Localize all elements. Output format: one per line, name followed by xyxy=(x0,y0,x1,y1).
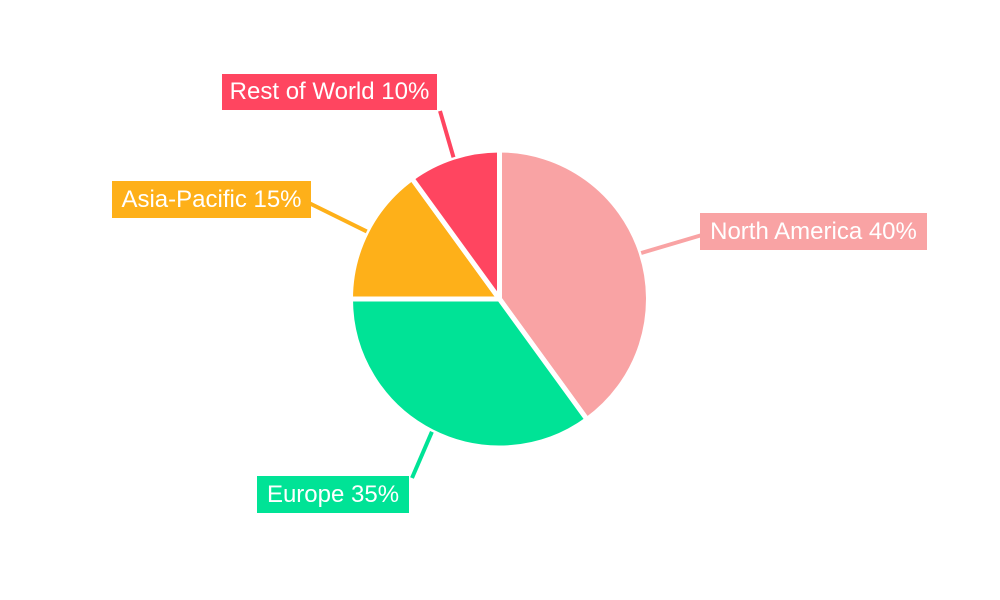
label-connector-north-america xyxy=(640,233,703,255)
callout-label-europe: Europe 35% xyxy=(257,476,409,513)
callout-label-north-america: North America 40% xyxy=(700,213,927,250)
label-connector-asia-pacific xyxy=(308,201,368,234)
callout-label-rest-of-world: Rest of World 10% xyxy=(222,74,437,110)
pie-slice-europe[interactable] xyxy=(348,296,590,451)
pie-slice-asia-pacific[interactable] xyxy=(348,175,502,302)
label-connector-europe xyxy=(410,431,434,479)
pie-slice-north-america[interactable] xyxy=(497,147,651,423)
label-connector-rest-of-world xyxy=(438,110,456,158)
callout-label-asia-pacific: Asia-Pacific 15% xyxy=(112,181,311,218)
